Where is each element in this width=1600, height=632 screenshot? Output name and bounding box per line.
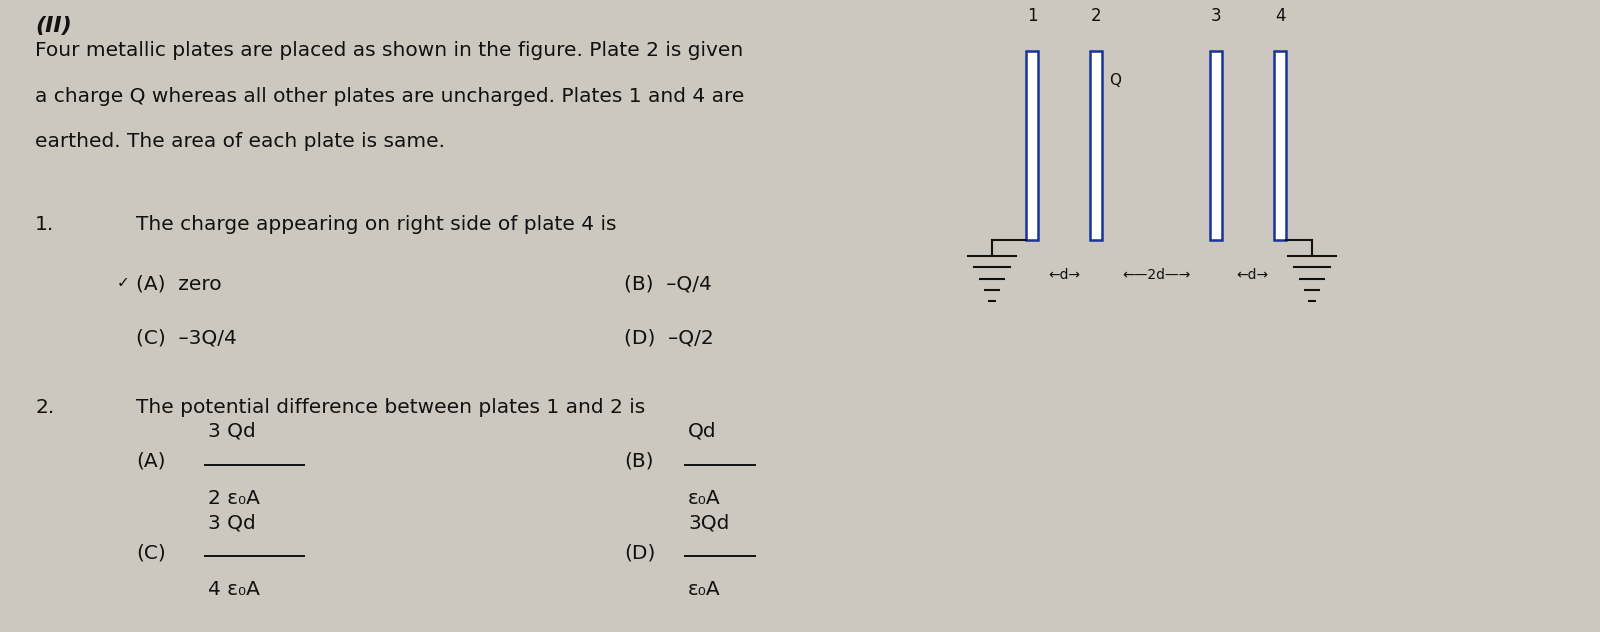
Text: Four metallic plates are placed as shown in the figure. Plate 2 is given: Four metallic plates are placed as shown… [35, 41, 744, 60]
Text: earthed. The area of each plate is same.: earthed. The area of each plate is same. [35, 132, 445, 151]
Bar [1210, 51, 1222, 240]
Text: (C): (C) [136, 544, 166, 562]
Text: (C)  –3Q/4: (C) –3Q/4 [136, 329, 237, 348]
Text: 1: 1 [1027, 8, 1037, 25]
Text: (A)  zero: (A) zero [136, 275, 222, 294]
Bar [1274, 51, 1286, 240]
Text: (A): (A) [136, 452, 165, 471]
Bar [1090, 51, 1102, 240]
Text: ←d→: ←d→ [1237, 268, 1269, 282]
Text: 3 Qd: 3 Qd [208, 422, 256, 441]
Text: 2.: 2. [35, 398, 54, 417]
Text: (B): (B) [624, 452, 653, 471]
Text: 4 ε₀A: 4 ε₀A [208, 580, 259, 599]
Text: ✓: ✓ [117, 275, 130, 290]
Text: 3: 3 [1211, 8, 1221, 25]
Text: ←d→: ←d→ [1048, 268, 1080, 282]
Text: (B)  –Q/4: (B) –Q/4 [624, 275, 712, 294]
Text: 1.: 1. [35, 215, 54, 234]
Text: 3 Qd: 3 Qd [208, 513, 256, 532]
Text: 2 ε₀A: 2 ε₀A [208, 489, 259, 507]
Text: (D)  –Q/2: (D) –Q/2 [624, 329, 714, 348]
Text: 3Qd: 3Qd [688, 513, 730, 532]
Text: 2: 2 [1091, 8, 1101, 25]
Text: (D): (D) [624, 544, 656, 562]
Text: ←—2d—→: ←—2d—→ [1123, 268, 1190, 282]
Text: Qd: Qd [688, 422, 717, 441]
Bar [1026, 51, 1038, 240]
Text: Q: Q [1109, 73, 1120, 88]
Text: (II): (II) [35, 16, 72, 36]
Text: ε₀A: ε₀A [688, 489, 720, 507]
Text: The charge appearing on right side of plate 4 is: The charge appearing on right side of pl… [136, 215, 616, 234]
Text: a charge Q whereas all other plates are uncharged. Plates 1 and 4 are: a charge Q whereas all other plates are … [35, 87, 744, 106]
Text: ε₀A: ε₀A [688, 580, 720, 599]
Text: 4: 4 [1275, 8, 1285, 25]
Text: The potential difference between plates 1 and 2 is: The potential difference between plates … [136, 398, 645, 417]
